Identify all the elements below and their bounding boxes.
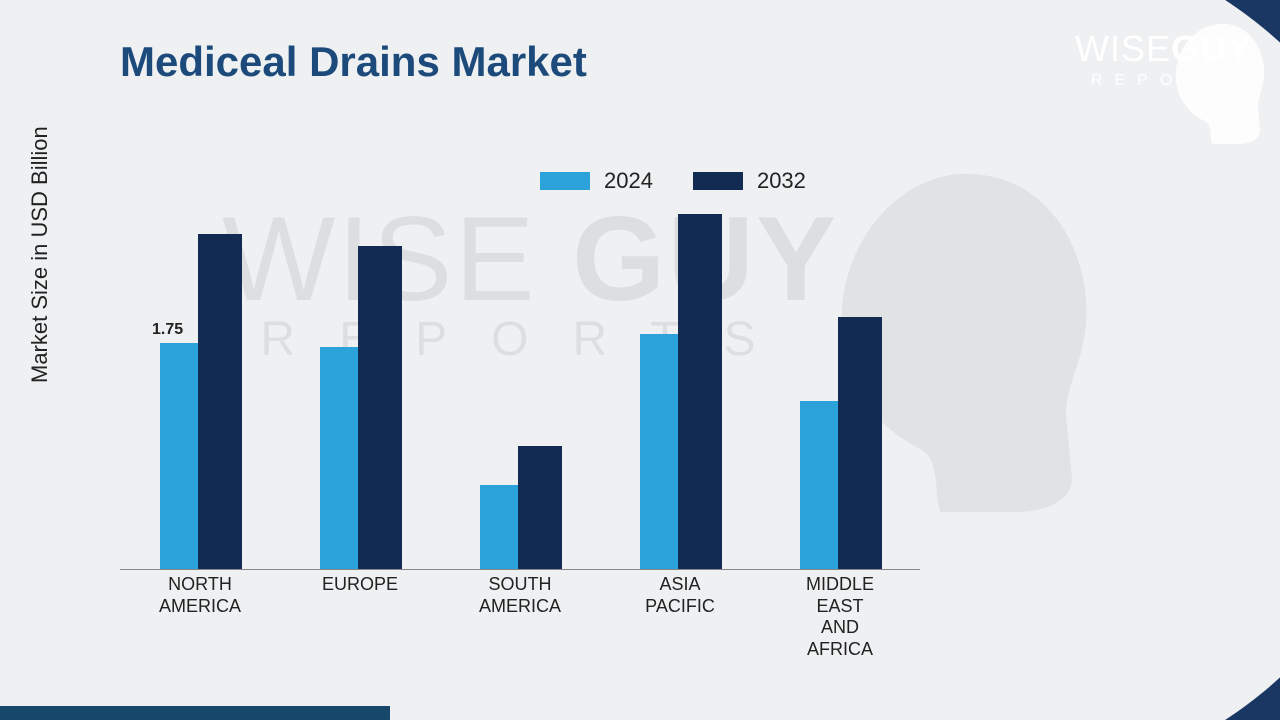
brand-block: WISEGUY REPORTS [992, 28, 1252, 90]
category-label: EUROPE [280, 574, 440, 596]
category-label: SOUTHAMERICA [440, 574, 600, 617]
bar-2032 [518, 446, 562, 569]
bottom-accent-bar [0, 706, 390, 720]
bar-2032 [358, 246, 402, 569]
category-label: NORTHAMERICA [120, 574, 280, 617]
page-title: Mediceal Drains Market [120, 38, 587, 86]
bar-2032 [838, 317, 882, 569]
plot-area: 1.75NORTHAMERICAEUROPESOUTHAMERICAASIAPA… [120, 170, 920, 570]
brand-name-light: WISE [1075, 28, 1171, 69]
y-axis-label: Market Size in USD Billion [27, 126, 53, 383]
brand-name: WISEGUY [992, 28, 1252, 70]
brand-name-bold: GUY [1171, 28, 1252, 69]
chart: Market Size in USD Billion 1.75NORTHAMER… [100, 170, 920, 570]
brand-sub: REPORTS [992, 72, 1252, 90]
bar-2032 [198, 234, 242, 569]
bar-2032 [678, 214, 722, 569]
category-label: ASIAPACIFIC [600, 574, 760, 617]
bar-value-label: 1.75 [152, 321, 183, 339]
category-label: MIDDLEEASTANDAFRICA [760, 574, 920, 660]
